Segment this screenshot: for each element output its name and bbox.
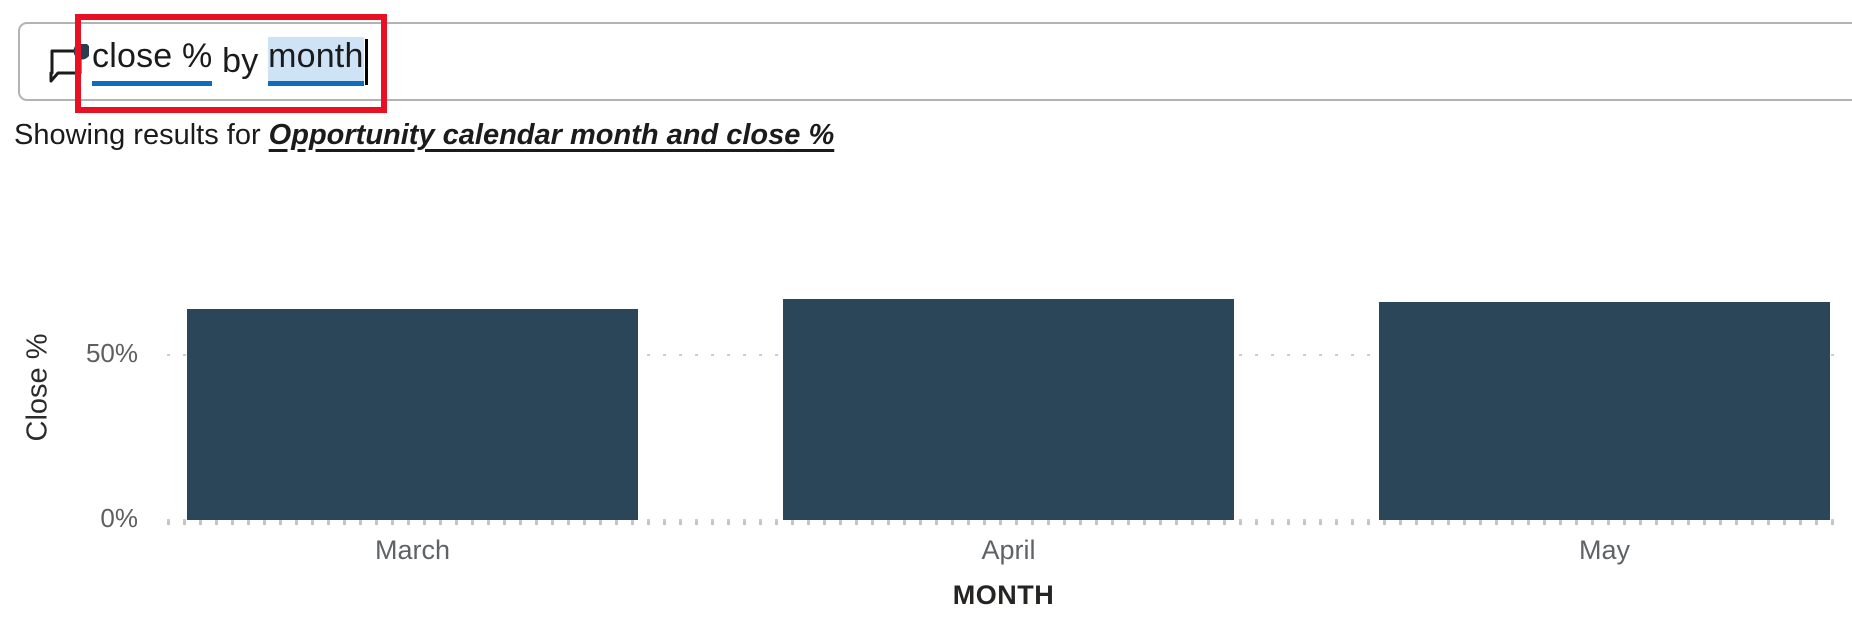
results-prefix: Showing results for [14,119,269,151]
query-term-by: by [212,42,269,80]
bar-march[interactable] [187,308,638,520]
y-tick-50: 50% [85,338,138,368]
gridline-0pct [167,519,1840,521]
y-axis-title: Close % [21,333,54,442]
query-term-month[interactable]: month [268,37,364,86]
category-label-may: May [1578,535,1630,565]
category-label-march: March [374,535,450,565]
text-caret [364,38,368,85]
y-tick-0: 0% [100,503,138,533]
x-axis-title: MONTH [952,580,1055,610]
x-axis-tick-marks [167,521,1845,525]
bar-april[interactable] [783,298,1234,520]
category-label-april: April [981,535,1036,565]
qa-query-text: close % by month [92,24,368,99]
results-interpretation-link[interactable]: Opportunity calendar month and close % [268,119,835,151]
results-line: Showing results for Opportunity calendar… [14,116,834,154]
comment-bubble-icon [49,44,89,83]
query-term-close-pct[interactable]: close % [92,37,213,86]
bar-may[interactable] [1379,302,1830,520]
qa-query-input[interactable]: close % by month [18,22,1852,101]
bar-chart-plot-area [167,180,1840,521]
